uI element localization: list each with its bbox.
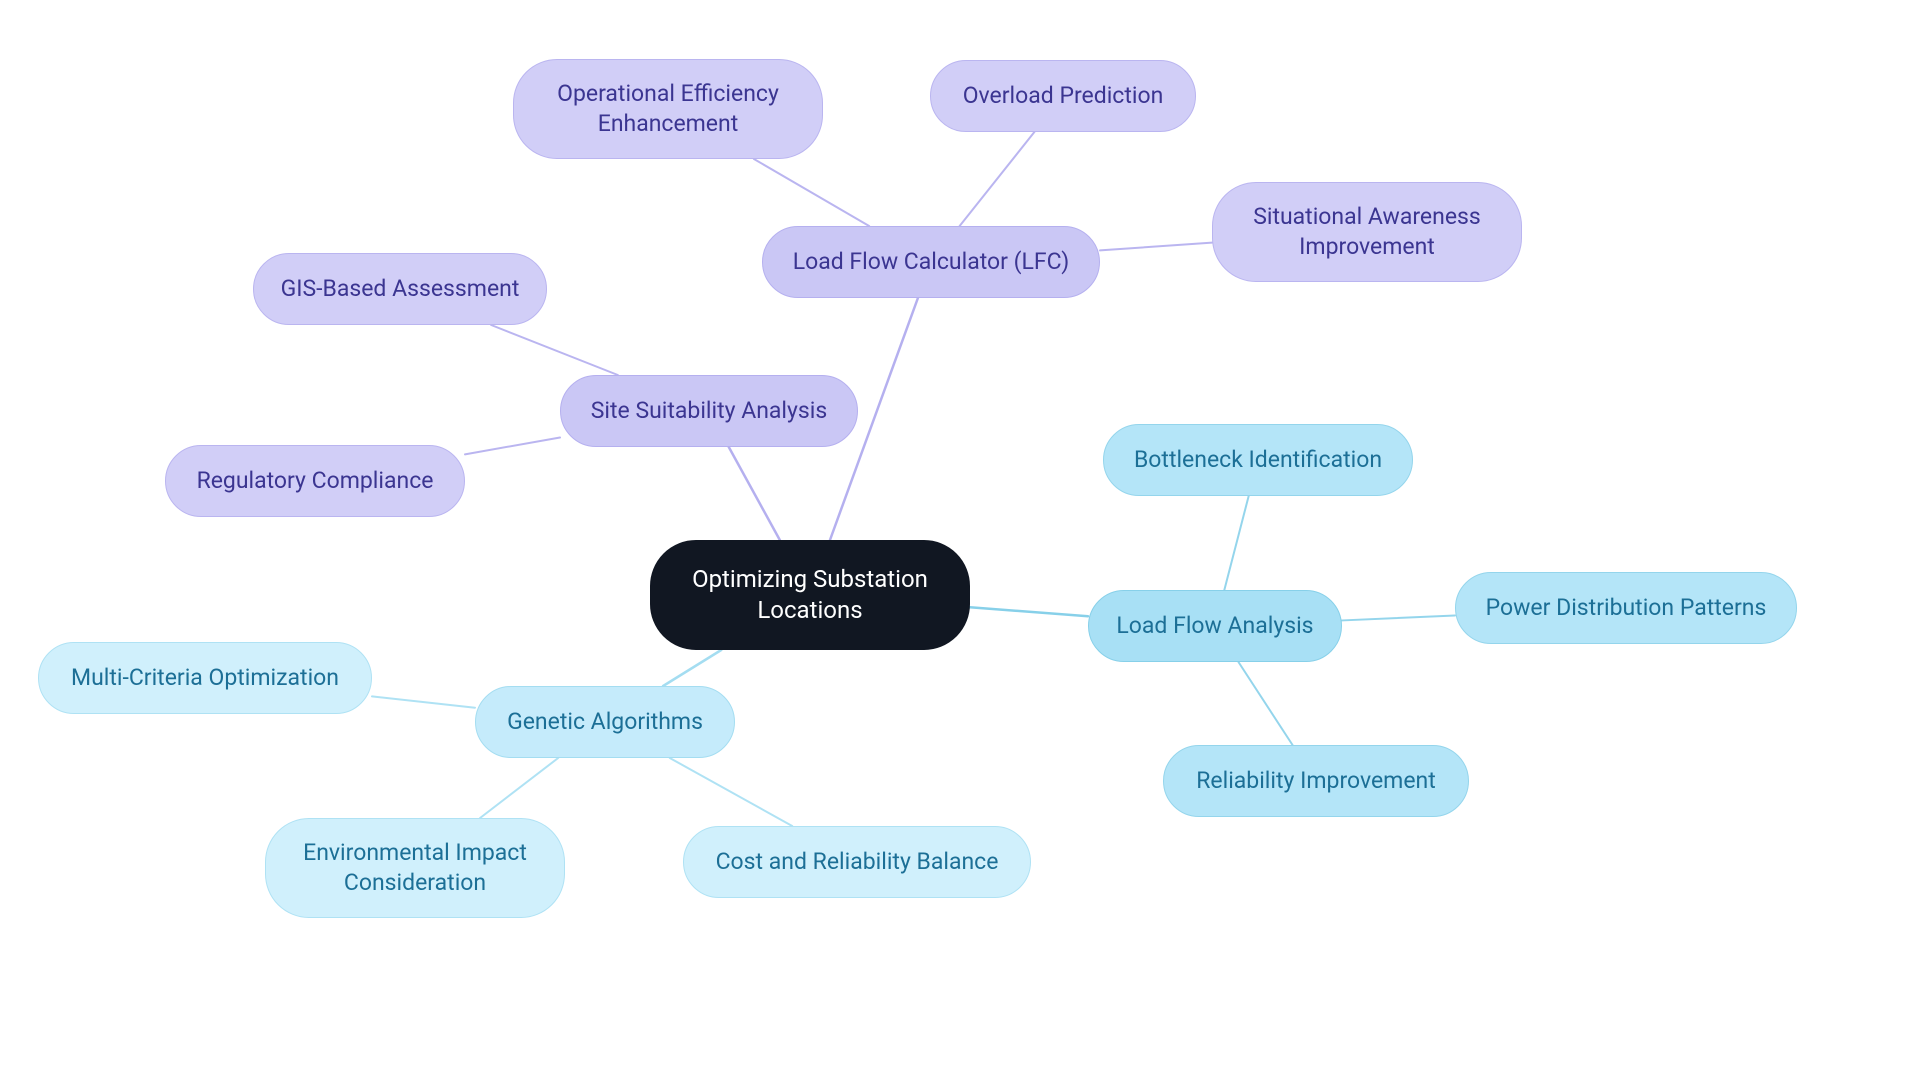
node-gis: GIS-Based Assessment	[253, 253, 547, 325]
node-lfc: Load Flow Calculator (LFC)	[762, 226, 1100, 298]
edge-lfc-sai	[1100, 243, 1212, 251]
node-root: Optimizing Substation Locations	[650, 540, 970, 650]
node-label: Multi-Criteria Optimization	[71, 663, 339, 693]
node-label: Bottleneck Identification	[1134, 445, 1382, 475]
node-label: Reliability Improvement	[1196, 766, 1436, 796]
node-sai: Situational Awareness Improvement	[1212, 182, 1522, 282]
mindmap-canvas: Optimizing Substation Locations Site Suit…	[0, 0, 1920, 1083]
node-ga: Genetic Algorithms	[475, 686, 735, 758]
node-label: Regulatory Compliance	[197, 466, 434, 496]
node-label: Cost and Reliability Balance	[716, 847, 999, 877]
node-label: Operational Efficiency Enhancement	[532, 79, 804, 139]
node-ssa: Site Suitability Analysis	[560, 375, 858, 447]
edge-lfc-oee	[754, 159, 869, 226]
edge-ga-crb	[670, 758, 792, 826]
node-label: Load Flow Analysis	[1116, 611, 1313, 641]
edge-lfc-op	[960, 132, 1035, 226]
node-label: Site Suitability Analysis	[591, 396, 827, 426]
node-label: Situational Awareness Improvement	[1231, 202, 1503, 262]
edge-root-lfa	[970, 607, 1088, 616]
edge-root-ga	[663, 650, 721, 686]
node-label: Environmental Impact Consideration	[284, 838, 546, 898]
node-label: Genetic Algorithms	[507, 707, 703, 737]
edges-layer	[0, 0, 1920, 1083]
node-mco: Multi-Criteria Optimization	[38, 642, 372, 714]
node-pdp: Power Distribution Patterns	[1455, 572, 1797, 644]
node-bi: Bottleneck Identification	[1103, 424, 1413, 496]
node-reg: Regulatory Compliance	[165, 445, 465, 517]
edge-root-ssa	[729, 447, 780, 540]
node-oee: Operational Efficiency Enhancement	[513, 59, 823, 159]
edge-lfa-pdp	[1342, 615, 1455, 620]
edge-lfa-ri	[1238, 662, 1292, 745]
node-op: Overload Prediction	[930, 60, 1196, 132]
node-label: Load Flow Calculator (LFC)	[793, 247, 1070, 277]
node-label: Optimizing Substation Locations	[669, 564, 951, 626]
edge-ssa-reg	[465, 437, 560, 454]
edge-ga-eic	[480, 758, 558, 818]
node-lfa: Load Flow Analysis	[1088, 590, 1342, 662]
edge-ga-mco	[372, 696, 475, 707]
node-eic: Environmental Impact Consideration	[265, 818, 565, 918]
node-crb: Cost and Reliability Balance	[683, 826, 1031, 898]
edge-lfa-bi	[1224, 496, 1248, 590]
edge-ssa-gis	[491, 325, 618, 375]
node-label: Power Distribution Patterns	[1486, 593, 1767, 623]
node-label: Overload Prediction	[963, 81, 1164, 111]
node-label: GIS-Based Assessment	[281, 274, 520, 304]
node-ri: Reliability Improvement	[1163, 745, 1469, 817]
